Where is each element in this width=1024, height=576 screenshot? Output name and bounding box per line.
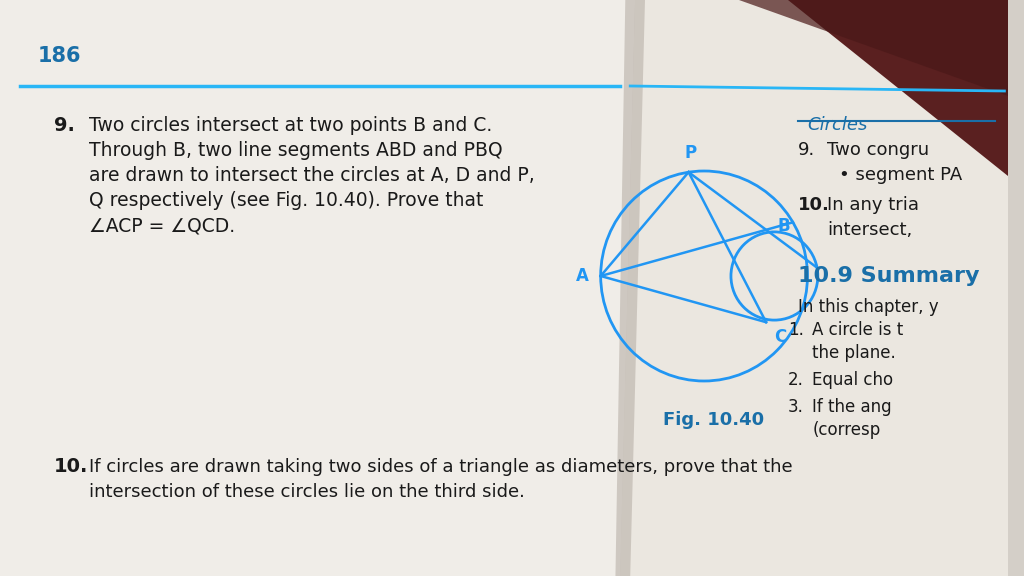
Text: 1.: 1. [787,321,804,339]
Text: Circles: Circles [808,116,868,134]
Text: Equal cho: Equal cho [812,371,894,389]
Text: In any tria: In any tria [827,196,920,214]
Text: Q respectively (see Fig. 10.40). Prove that: Q respectively (see Fig. 10.40). Prove t… [89,191,483,210]
Text: 186: 186 [38,46,81,66]
Text: (corresp: (corresp [812,421,881,439]
Text: C: C [774,328,786,346]
Text: 9.: 9. [54,116,75,135]
Text: If circles are drawn taking two sides of a triangle as diameters, prove that the: If circles are drawn taking two sides of… [89,458,793,476]
Polygon shape [621,0,1009,576]
Polygon shape [0,0,635,576]
Text: If the ang: If the ang [812,398,892,416]
Text: 10.: 10. [798,196,829,214]
Polygon shape [615,0,645,576]
Polygon shape [738,0,1009,96]
Text: • segment PA: • segment PA [839,166,963,184]
Text: are drawn to intersect the circles at A, D and P,: are drawn to intersect the circles at A,… [89,166,535,185]
Text: A: A [575,267,589,285]
Text: In this chapter, y: In this chapter, y [798,298,938,316]
Text: 10.: 10. [54,457,88,476]
Text: the plane.: the plane. [812,344,896,362]
Text: intersection of these circles lie on the third side.: intersection of these circles lie on the… [89,483,524,501]
Text: 9.: 9. [798,141,815,159]
Text: Two circles intersect at two points B and C.: Two circles intersect at two points B an… [89,116,492,135]
Text: Through B, two line segments ABD and PBQ: Through B, two line segments ABD and PBQ [89,141,502,160]
Text: Two congru: Two congru [827,141,930,159]
Text: 3.: 3. [787,398,804,416]
Polygon shape [787,0,1009,176]
Text: B: B [778,217,791,235]
Text: 2.: 2. [787,371,804,389]
Text: P: P [684,144,696,162]
Text: 10.9 Summary: 10.9 Summary [798,266,979,286]
Text: ∠ACP = ∠QCD.: ∠ACP = ∠QCD. [89,216,234,235]
Text: A circle is t: A circle is t [812,321,903,339]
Text: intersect,: intersect, [827,221,912,239]
Text: Fig. 10.40: Fig. 10.40 [664,411,765,429]
